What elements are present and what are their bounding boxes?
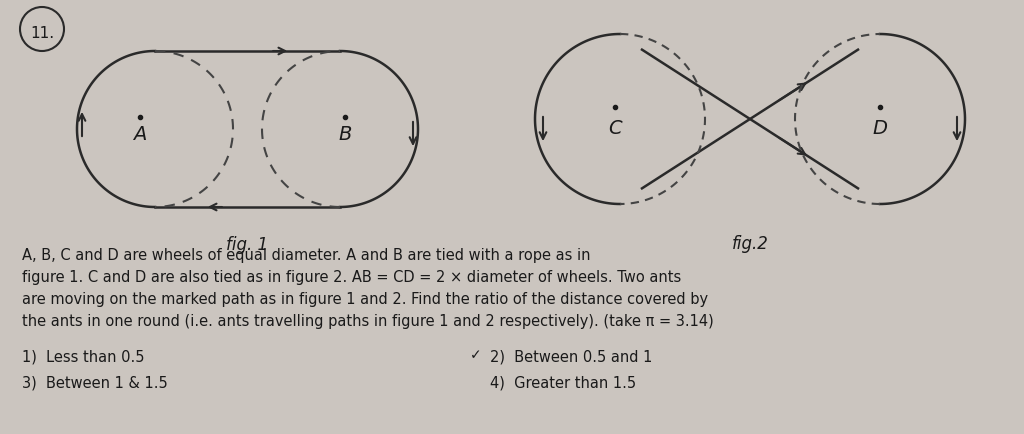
Text: are moving on the marked path as in figure 1 and 2. Find the ratio of the distan: are moving on the marked path as in figu… (22, 291, 709, 306)
Text: the ants in one round (i.e. ants travelling paths in figure 1 and 2 respectively: the ants in one round (i.e. ants travell… (22, 313, 714, 328)
Text: 2)  Between 0.5 and 1: 2) Between 0.5 and 1 (490, 349, 652, 364)
Text: 11.: 11. (30, 26, 54, 40)
Text: C: C (608, 118, 622, 137)
Text: ✓: ✓ (470, 347, 482, 361)
Text: 1)  Less than 0.5: 1) Less than 0.5 (22, 349, 144, 364)
Text: figure 1. C and D are also tied as in figure 2. AB = CD = 2 × diameter of wheels: figure 1. C and D are also tied as in fi… (22, 270, 681, 284)
Text: D: D (872, 118, 888, 137)
Text: B: B (338, 125, 351, 144)
Text: 3)  Between 1 & 1.5: 3) Between 1 & 1.5 (22, 375, 168, 390)
Text: A, B, C and D are wheels of equal diameter. A and B are tied with a rope as in: A, B, C and D are wheels of equal diamet… (22, 247, 591, 263)
Text: fig.2: fig.2 (731, 234, 768, 253)
Text: A: A (133, 125, 146, 144)
Text: fig. 1: fig. 1 (226, 236, 268, 253)
Text: 4)  Greater than 1.5: 4) Greater than 1.5 (490, 375, 636, 390)
